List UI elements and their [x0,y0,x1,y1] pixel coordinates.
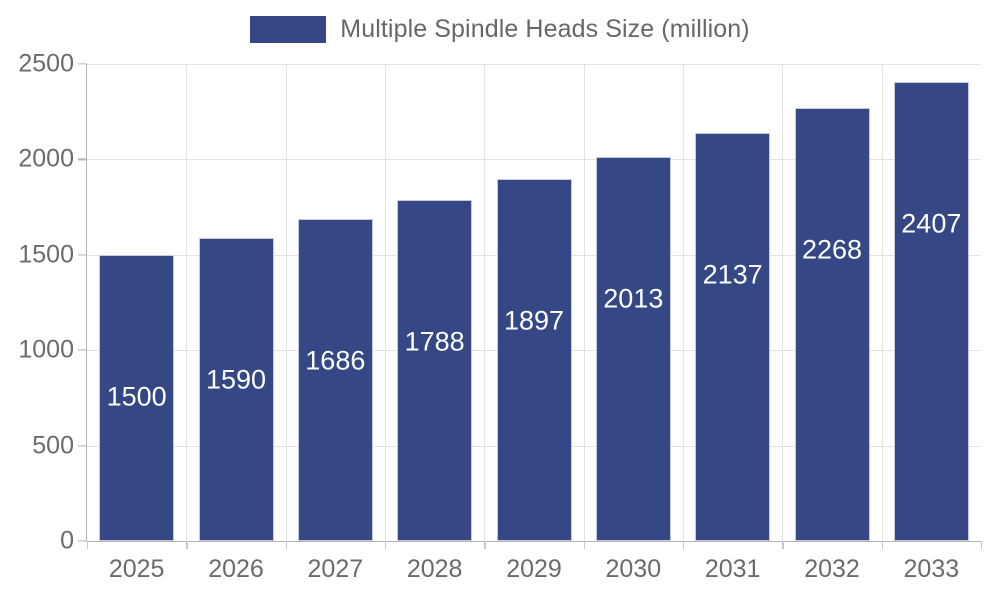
bar-value-label-2027: 1686 [305,345,366,376]
bar-value-label-2029: 1897 [503,305,565,336]
x-tick-label-2029: 2029 [506,555,562,583]
x-tick-label-2025: 2025 [108,555,165,583]
bar-2029[interactable] [496,179,572,541]
x-tick-label-2033: 2033 [903,555,960,583]
x-tick-label-2026: 2026 [208,555,264,583]
plot-area: 1500 1590 1686 1788 1897 2013 2137 2268 2407 [87,64,981,542]
y-tick-mark [78,63,87,65]
y-tick-label-2000: 2000 [18,144,74,173]
y-tick-label-0: 0 [60,526,74,555]
gridline-vertical [583,64,585,541]
y-tick-label-1000: 1000 [18,335,74,364]
x-tick-mark [385,541,387,549]
x-tick-mark [285,541,287,549]
x-tick-label-2030: 2030 [605,555,662,583]
legend-label-multiple-spindle-heads-size: Multiple Spindle Heads Size (million) [340,14,750,43]
bar-value-label-2033: 2407 [901,208,962,239]
bar-2030[interactable] [595,156,671,541]
y-tick-mark [78,349,87,351]
bar-value-label-2032: 2268 [801,234,863,265]
y-tick-label-500: 500 [32,431,74,460]
bar-2032[interactable] [794,108,870,541]
bar-2028[interactable] [397,199,473,541]
bar-2027[interactable] [297,219,373,541]
gridline-vertical [683,64,684,541]
legend-swatch-multiple-spindle-heads-size [250,15,327,43]
y-tick-mark [78,445,87,447]
gridline-horizontal [87,159,981,161]
x-tick-mark [683,541,685,549]
x-tick-mark [782,541,784,549]
x-tick-label-2027: 2027 [307,555,364,583]
gridline-vertical [484,64,486,541]
gridline-vertical [881,64,883,541]
bar-value-label-2025: 1500 [106,381,167,412]
bar-2025[interactable] [99,254,175,541]
y-tick-mark [78,158,87,160]
bar-value-label-2026: 1590 [205,364,267,395]
x-tick-mark [87,541,89,549]
bar-2033[interactable] [893,81,969,541]
gridline-vertical [385,64,386,541]
x-tick-label-2032: 2032 [804,555,860,583]
bar-2026[interactable] [198,237,274,541]
y-tick-mark [78,254,87,256]
y-tick-mark [78,540,87,542]
chart-legend: Multiple Spindle Heads Size (million) [0,0,1000,58]
gridline-vertical [782,64,784,541]
x-tick-label-2028: 2028 [406,555,463,583]
gridline-vertical [285,64,287,541]
x-tick-mark [484,541,486,549]
bar-value-label-2028: 1788 [404,326,465,357]
x-tick-mark [981,541,983,549]
y-tick-label-1500: 1500 [18,240,74,269]
x-tick-mark [186,541,188,549]
gridline-horizontal [87,64,981,65]
x-tick-mark [881,541,883,549]
bar-value-label-2031: 2137 [702,259,763,290]
bar-2031[interactable] [695,133,771,541]
x-axis-spine [87,541,981,543]
y-axis-spine [86,64,88,542]
y-tick-label-2500: 2500 [18,49,74,78]
bar-value-label-2030: 2013 [603,283,664,314]
x-tick-label-2031: 2031 [704,555,761,583]
gridline-vertical [186,64,188,541]
x-tick-mark [583,541,585,549]
